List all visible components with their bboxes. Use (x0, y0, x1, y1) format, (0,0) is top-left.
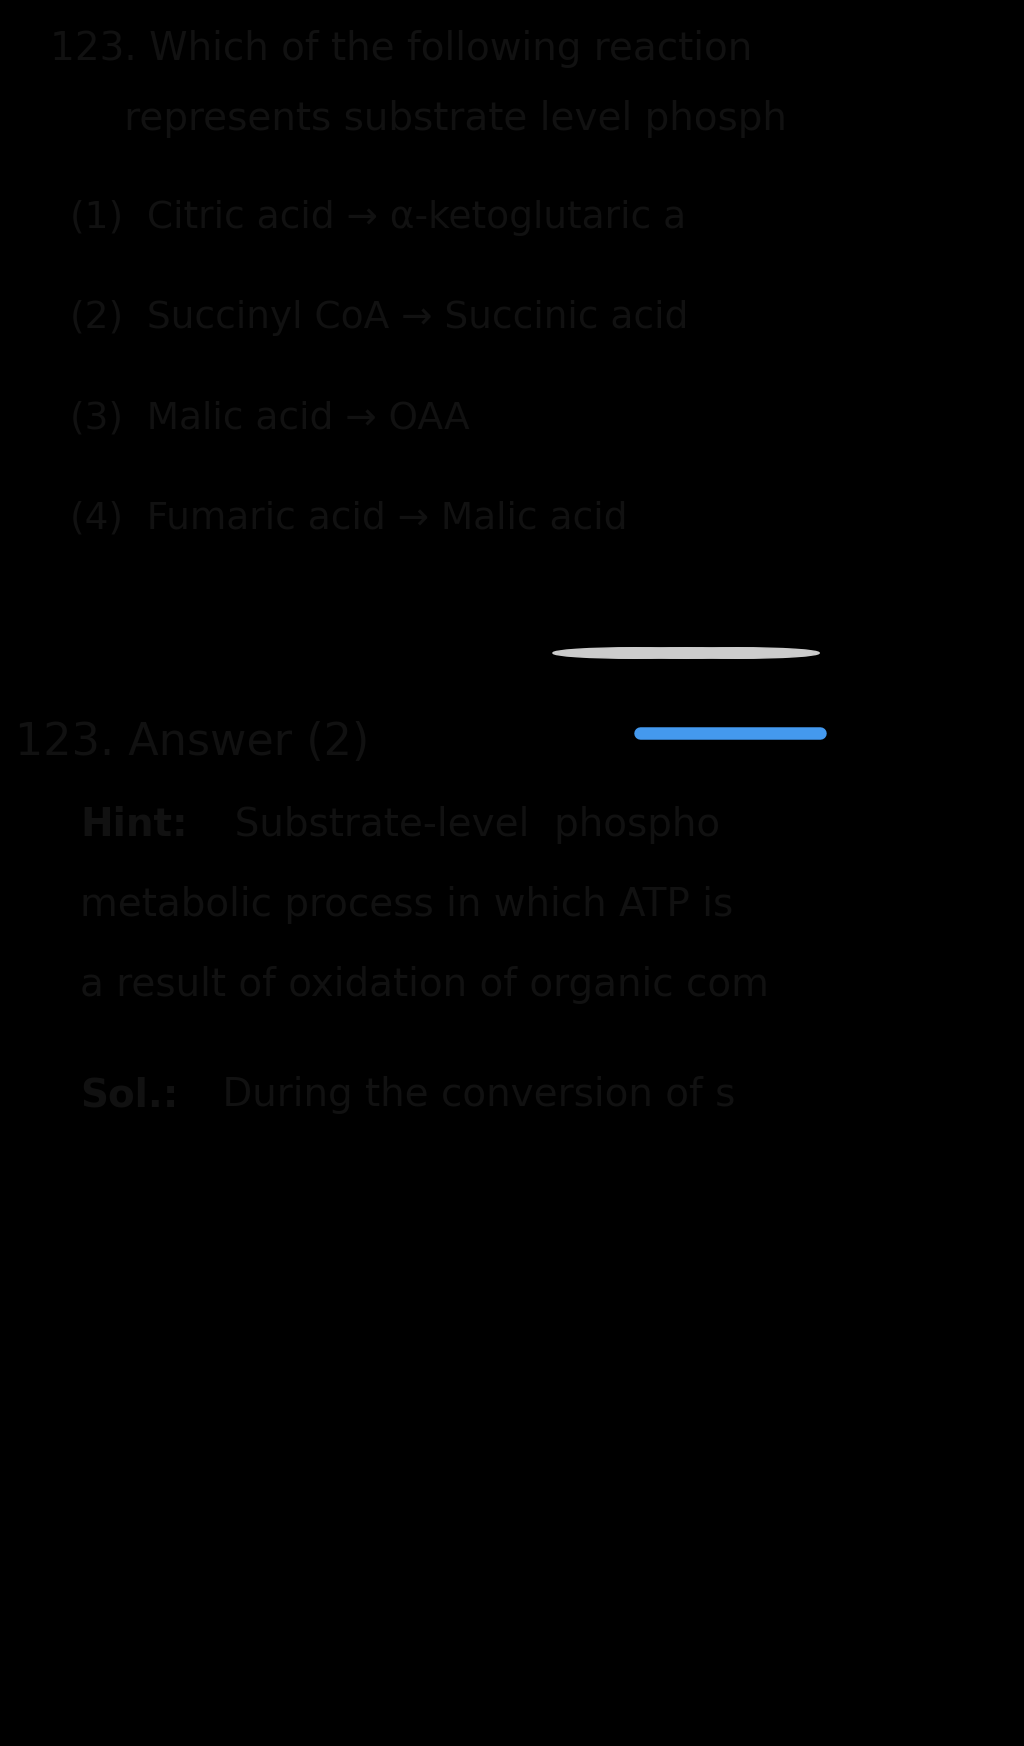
Text: (3)  Malic acid → OAA: (3) Malic acid → OAA (70, 400, 470, 436)
Circle shape (553, 648, 717, 658)
Text: metabolic process in which ATP is: metabolic process in which ATP is (80, 887, 733, 924)
Text: succinic acid, a molecule of GTP: succinic acid, a molecule of GTP (80, 1156, 703, 1194)
Text: Substrate-level  phospho: Substrate-level phospho (210, 807, 720, 843)
Circle shape (604, 648, 768, 658)
Text: This is a substrate level phosph: This is a substrate level phosph (80, 1236, 694, 1275)
Bar (0, 1121, 1024, 1746)
Text: Hint:: Hint: (80, 807, 187, 843)
Circle shape (655, 648, 819, 658)
Text: (4)  Fumaric acid → Malic acid: (4) Fumaric acid → Malic acid (70, 499, 628, 536)
Text: represents substrate level phosph: represents substrate level phosph (50, 100, 786, 138)
Text: (2)  Succinyl CoA → Succinic acid: (2) Succinyl CoA → Succinic acid (70, 300, 688, 335)
Text: 123. Which of the following reaction: 123. Which of the following reaction (50, 30, 753, 68)
Text: (1)  Citric acid → α-ketoglutaric a: (1) Citric acid → α-ketoglutaric a (70, 201, 686, 236)
Text: a result of oxidation of organic com: a result of oxidation of organic com (80, 966, 769, 1004)
Text: During the conversion of s: During the conversion of s (210, 1076, 735, 1114)
Text: coupled reaction, GTP is converte: coupled reaction, GTP is converte (80, 1316, 732, 1355)
Text: the simultaneous synthesis of ATP: the simultaneous synthesis of ATP (80, 1397, 744, 1433)
Text: Sol.:: Sol.: (80, 1076, 178, 1114)
Text: 123. Answer (2): 123. Answer (2) (15, 721, 370, 765)
